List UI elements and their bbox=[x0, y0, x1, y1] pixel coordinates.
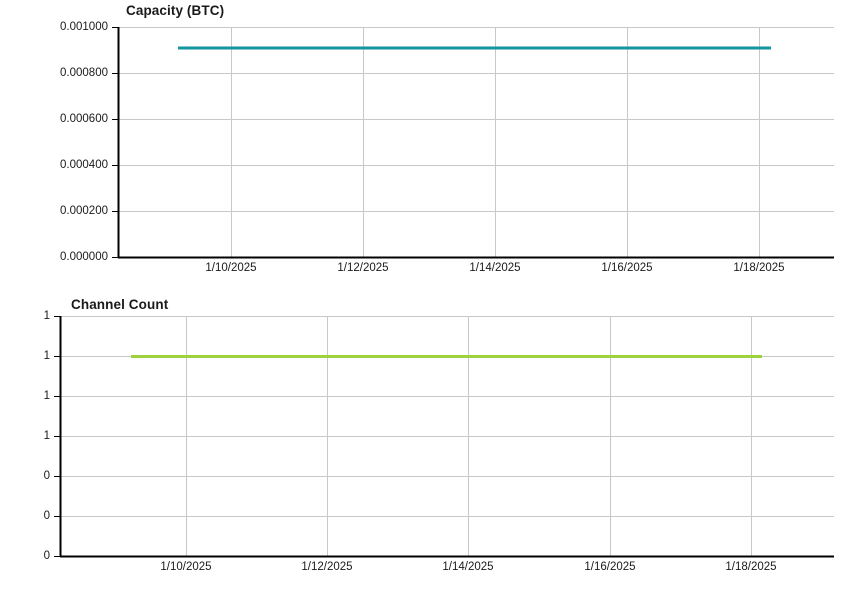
capacity-ytick-label: 0.000400 bbox=[60, 159, 108, 171]
channel-count-chart-title: Channel Count bbox=[71, 297, 169, 312]
channel-count-ytick-label: 1 bbox=[43, 310, 50, 322]
capacity-xtick-label: 1/12/2025 bbox=[337, 262, 389, 274]
capacity-chart-title: Capacity (BTC) bbox=[126, 3, 225, 18]
capacity-chart-panel: Capacity (BTC) 0.001000 0.000800 0.00060… bbox=[0, 0, 860, 290]
capacity-xtick-label: 1/16/2025 bbox=[601, 262, 653, 274]
capacity-vertical-gridlines bbox=[231, 27, 760, 257]
channel-count-ytick-label: 1 bbox=[43, 350, 50, 362]
channel-count-y-tickmarks bbox=[54, 315, 60, 558]
capacity-ytick-label: 0.000200 bbox=[60, 205, 108, 217]
channel-count-xtick-label: 1/10/2025 bbox=[160, 561, 212, 573]
capacity-ytick-label: 0.000000 bbox=[60, 251, 108, 263]
capacity-horizontal-gridlines bbox=[118, 27, 834, 212]
channel-count-xtick-label: 1/12/2025 bbox=[301, 561, 353, 573]
channel-count-xtick-label: 1/16/2025 bbox=[584, 561, 636, 573]
capacity-xtick-label: 1/18/2025 bbox=[733, 262, 785, 274]
channel-count-ytick-label: 0 bbox=[43, 510, 50, 522]
capacity-plot-area bbox=[112, 26, 834, 259]
channel-count-ytick-label: 1 bbox=[43, 430, 50, 442]
capacity-xtick-label: 1/10/2025 bbox=[205, 262, 257, 274]
channel-count-xtick-label: 1/18/2025 bbox=[725, 561, 777, 573]
capacity-xtick-label: 1/14/2025 bbox=[469, 262, 521, 274]
channel-count-plot-area bbox=[54, 315, 834, 558]
channel-count-xtick-label: 1/14/2025 bbox=[442, 561, 494, 573]
channel-count-chart-panel: Channel Count 1 1 1 1 0 0 0 1/10/2025 1/… bbox=[0, 290, 860, 600]
channel-count-ytick-label: 0 bbox=[43, 470, 50, 482]
capacity-ytick-label: 0.000800 bbox=[60, 67, 108, 79]
channel-count-ytick-label: 0 bbox=[43, 550, 50, 562]
capacity-y-tickmarks bbox=[112, 26, 118, 259]
channel-count-ytick-label: 1 bbox=[43, 390, 50, 402]
capacity-ytick-label: 0.000600 bbox=[60, 113, 108, 125]
channel-count-horizontal-gridlines bbox=[60, 316, 834, 517]
capacity-ytick-label: 0.001000 bbox=[60, 21, 108, 33]
